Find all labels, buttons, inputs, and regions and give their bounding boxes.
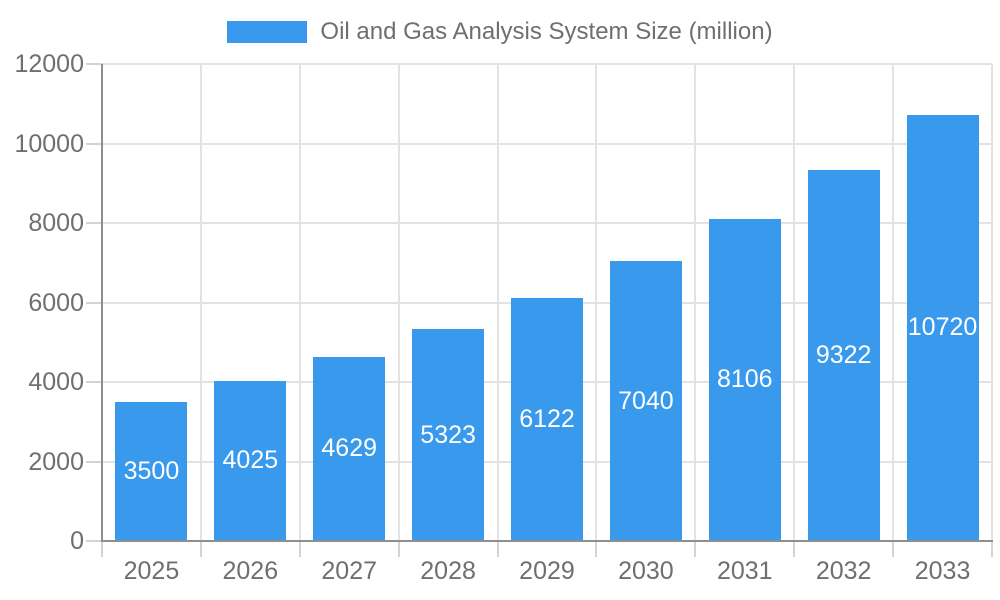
y-tick-mark: [86, 301, 102, 304]
v-gridline: [694, 64, 697, 541]
x-axis-tick-label: 2028: [420, 557, 476, 585]
v-gridline: [496, 64, 499, 541]
x-axis-tick-label: 2027: [321, 557, 378, 585]
bar-value-label: 5323: [420, 420, 476, 449]
x-tick-mark: [199, 541, 202, 557]
x-axis-line: [101, 540, 993, 542]
bar-value-label: 7040: [618, 386, 674, 415]
y-axis-tick-label: 12000: [14, 50, 84, 78]
v-gridline: [595, 64, 598, 541]
x-tick-mark: [101, 541, 103, 557]
x-axis-tick-label: 2029: [519, 557, 575, 585]
x-tick-mark: [991, 541, 993, 557]
x-axis-tick-label: 2026: [222, 557, 279, 585]
y-axis-tick-label: 6000: [28, 288, 84, 317]
bar: 4629: [313, 356, 386, 541]
bar-value-label: 10720: [907, 313, 978, 342]
h-gridline: [102, 222, 992, 224]
y-axis-tick-label: 8000: [28, 209, 84, 237]
bar: 6122: [511, 297, 583, 541]
v-gridline: [397, 64, 400, 541]
v-gridline: [298, 64, 301, 541]
x-tick-mark: [793, 541, 796, 557]
x-tick-mark: [496, 541, 499, 557]
x-axis-tick-label: 2025: [123, 557, 180, 585]
bar: 10720: [906, 114, 979, 541]
x-tick-mark: [397, 541, 400, 557]
bar: 7040: [609, 261, 682, 541]
legend-swatch: [227, 21, 308, 43]
h-gridline: [102, 142, 992, 145]
legend: Oil and Gas Analysis System Size (millio…: [0, 18, 1000, 46]
y-axis-tick-label: 4000: [28, 368, 84, 396]
x-tick-mark: [595, 541, 598, 557]
bar-value-label: 6122: [519, 404, 575, 433]
bar-value-label: 4629: [321, 434, 378, 463]
v-gridline: [793, 64, 796, 541]
y-tick-mark: [86, 381, 102, 383]
bar: 3500: [115, 401, 188, 541]
bar: 5323: [412, 329, 485, 541]
bar: 8106: [708, 218, 781, 541]
x-tick-mark: [298, 541, 301, 557]
bar-value-label: 9322: [815, 341, 872, 370]
y-tick-mark: [86, 63, 102, 65]
y-axis-tick-label: 0: [70, 527, 84, 555]
bar: 4025: [214, 381, 287, 541]
y-tick-mark: [86, 222, 102, 224]
x-axis-tick-label: 2030: [618, 557, 674, 585]
x-tick-mark: [694, 541, 697, 557]
y-axis-tick-label: 2000: [28, 447, 84, 476]
v-gridline: [892, 64, 895, 541]
bar-value-label: 8106: [716, 365, 773, 394]
x-tick-mark: [892, 541, 895, 557]
bar-value-label: 3500: [123, 456, 180, 485]
x-axis-tick-label: 2032: [815, 557, 872, 585]
bar: 9322: [807, 170, 880, 541]
y-tick-mark: [86, 460, 102, 463]
h-gridline: [102, 63, 992, 65]
y-tick-mark: [86, 540, 102, 542]
v-gridline: [991, 64, 993, 541]
y-axis-line: [101, 64, 103, 542]
bar-value-label: 4025: [222, 446, 279, 475]
v-gridline: [199, 64, 202, 541]
legend-label: Oil and Gas Analysis System Size (millio…: [320, 18, 773, 45]
x-axis-tick-label: 2033: [914, 557, 971, 585]
y-axis-tick-label: 10000: [14, 129, 84, 158]
y-tick-mark: [86, 142, 102, 145]
x-axis-tick-label: 2031: [716, 557, 773, 585]
